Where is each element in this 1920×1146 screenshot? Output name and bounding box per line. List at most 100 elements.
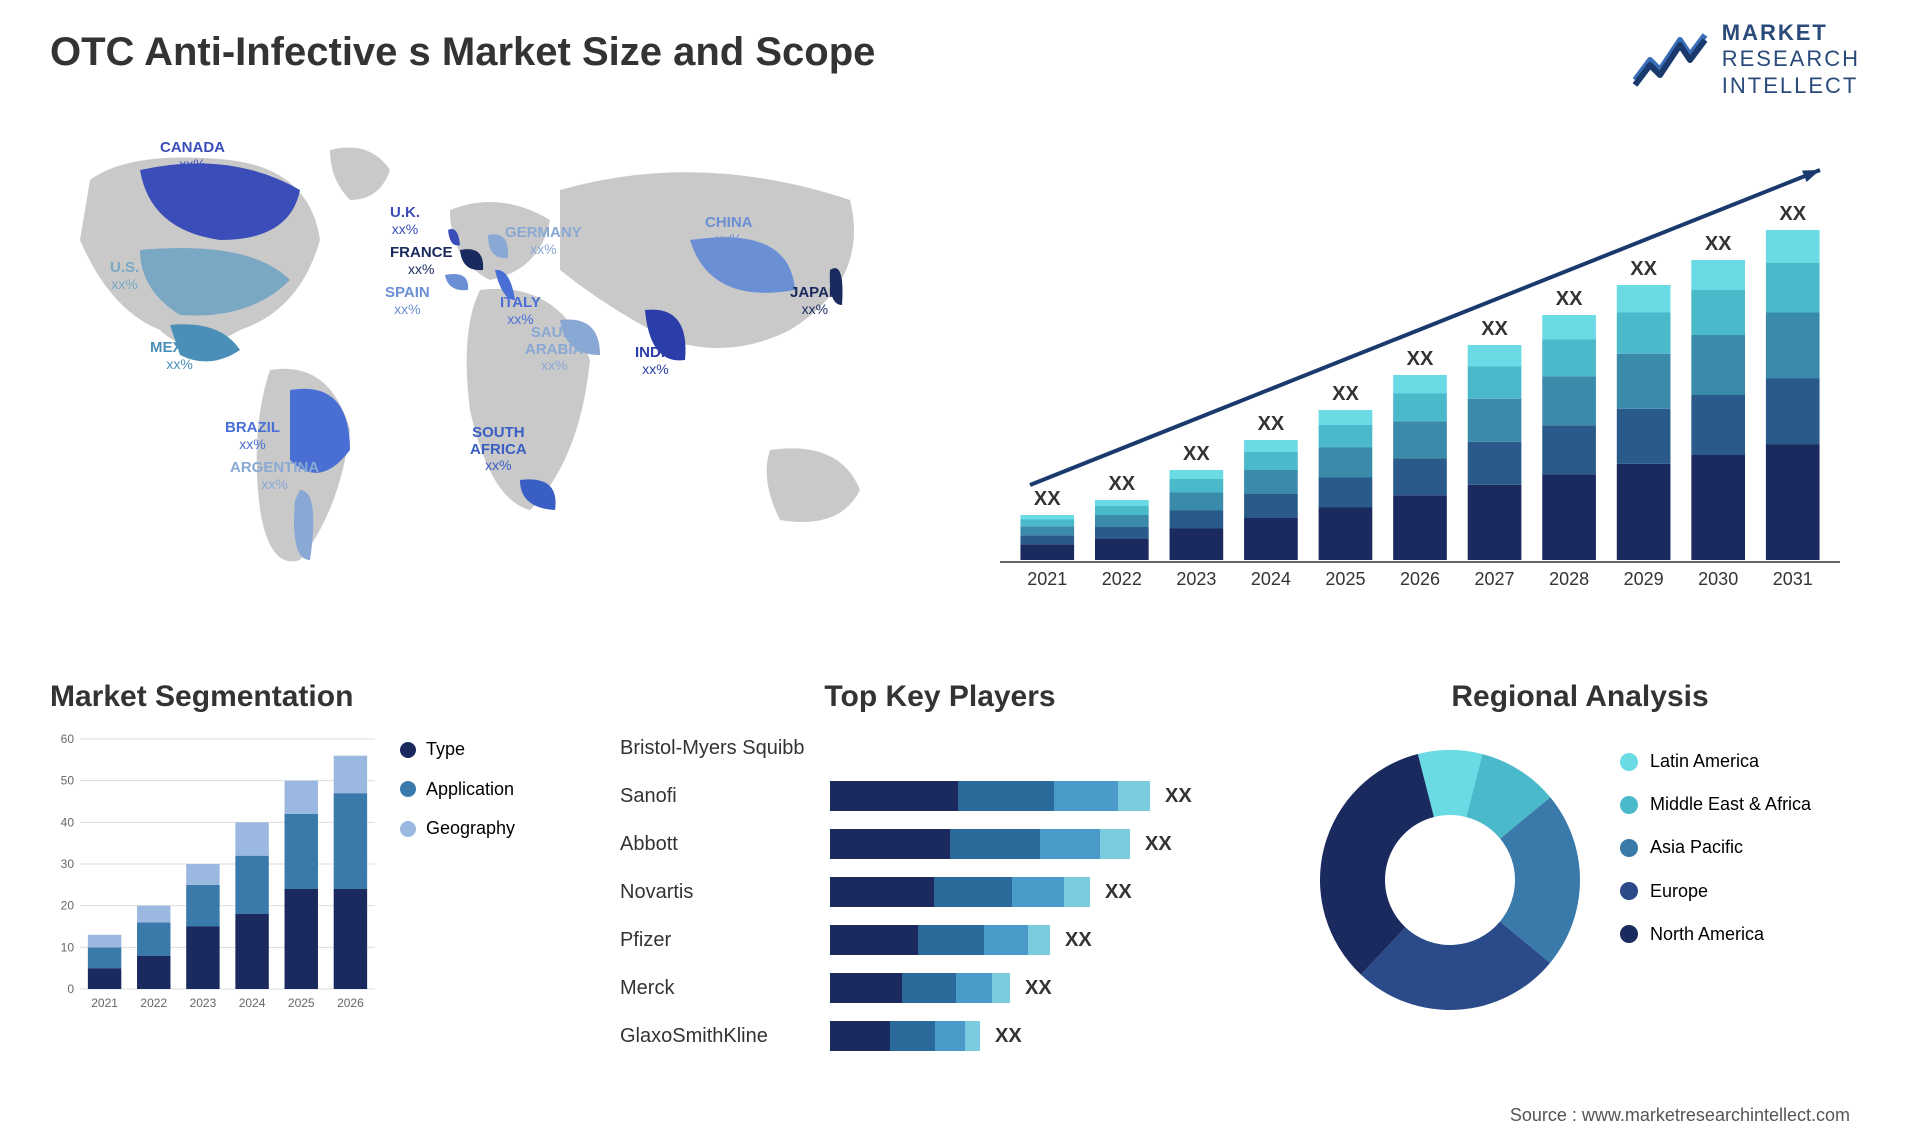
key-player-value: XX <box>1065 929 1092 952</box>
regional-legend-item: Latin America <box>1620 740 1811 783</box>
svg-text:2024: 2024 <box>1251 569 1291 589</box>
svg-text:XX: XX <box>1108 473 1135 495</box>
logo-text-3: INTELLECT <box>1722 73 1860 99</box>
svg-text:2029: 2029 <box>1624 569 1664 589</box>
svg-text:60: 60 <box>61 732 75 746</box>
svg-text:XX: XX <box>1779 203 1806 225</box>
key-player-value: XX <box>1105 881 1132 904</box>
regional-title: Regional Analysis <box>1300 680 1860 714</box>
svg-text:2031: 2031 <box>1773 569 1813 589</box>
key-player-name: GlaxoSmithKline <box>620 1025 830 1048</box>
seg-legend-item: Application <box>400 770 515 810</box>
svg-text:40: 40 <box>61 815 75 829</box>
svg-text:XX: XX <box>1183 443 1210 465</box>
key-player-row: Pfizer XX <box>620 916 1260 964</box>
key-player-name: Pfizer <box>620 929 830 952</box>
svg-text:XX: XX <box>1332 383 1359 405</box>
map-label-brazil: BRAZILxx% <box>225 420 280 453</box>
key-player-value: XX <box>1025 977 1052 1000</box>
world-map: CANADAxx% U.S.xx% MEXICOxx% BRAZILxx% ARGENT… <box>50 130 930 630</box>
segmentation-panel: Market Segmentation 0 10 20 30 40 50 60 2021 202… <box>50 680 550 1024</box>
growth-bar-chart: XX 2021 XX 2022 XX 2023 XX 2024 XX 2025 XX 2026 XX 20… <box>980 140 1850 620</box>
key-player-row: Novartis XX <box>620 868 1260 916</box>
key-player-row: GlaxoSmithKline XX <box>620 1012 1260 1060</box>
svg-text:2026: 2026 <box>1400 569 1440 589</box>
key-player-bar <box>830 1021 980 1051</box>
key-players-list: Bristol-Myers SquibbSanofiXXAbbottXXNova… <box>620 724 1260 1060</box>
logo-text-2: RESEARCH <box>1722 46 1860 72</box>
key-player-value: XX <box>1145 833 1172 856</box>
map-label-france: FRANCExx% <box>390 245 453 278</box>
key-player-row: Merck XX <box>620 964 1260 1012</box>
map-label-japan: JAPANxx% <box>790 285 840 318</box>
svg-text:XX: XX <box>1481 318 1508 340</box>
regional-legend-item: Middle East & Africa <box>1620 783 1811 826</box>
map-label-saudiarabia: SAUDIARABIAxx% <box>525 325 583 375</box>
logo-text-1: MARKET <box>1722 20 1860 46</box>
svg-text:0: 0 <box>67 982 74 996</box>
svg-text:2022: 2022 <box>140 996 167 1010</box>
svg-text:2024: 2024 <box>239 996 266 1010</box>
map-label-spain: SPAINxx% <box>385 285 430 318</box>
svg-text:2025: 2025 <box>288 996 315 1010</box>
key-player-name: Novartis <box>620 881 830 904</box>
map-label-mexico: MEXICOxx% <box>150 340 209 373</box>
map-label-us: U.S.xx% <box>110 260 139 293</box>
regional-panel: Regional Analysis Latin AmericaMiddle Ea… <box>1300 680 1860 714</box>
svg-text:XX: XX <box>1705 233 1732 255</box>
svg-text:XX: XX <box>1630 258 1657 280</box>
key-player-row: Bristol-Myers Squibb <box>620 724 1260 772</box>
key-player-bar <box>830 877 1090 907</box>
key-players-panel: Top Key Players Bristol-Myers Squibb Sano… <box>620 680 1260 1060</box>
map-label-argentina: ARGENTINAxx% <box>230 460 319 493</box>
map-label-canada: CANADAxx% <box>160 140 225 173</box>
key-player-name: Merck <box>620 977 830 1000</box>
map-label-uk: U.K.xx% <box>390 205 420 238</box>
source-text: Source : www.marketresearchintellect.com <box>1510 1105 1850 1126</box>
key-player-bar <box>830 925 1050 955</box>
svg-text:2027: 2027 <box>1475 569 1515 589</box>
key-player-value: XX <box>1165 785 1192 808</box>
svg-text:20: 20 <box>61 899 75 913</box>
svg-text:2030: 2030 <box>1698 569 1738 589</box>
seg-legend-item: Type <box>400 730 515 770</box>
regional-donut <box>1300 730 1600 1030</box>
key-player-name: Abbott <box>620 833 830 856</box>
svg-text:2026: 2026 <box>337 996 364 1010</box>
segmentation-title: Market Segmentation <box>50 680 550 714</box>
svg-text:2021: 2021 <box>1027 569 1067 589</box>
svg-text:2022: 2022 <box>1102 569 1142 589</box>
svg-text:XX: XX <box>1556 288 1583 310</box>
key-player-bar <box>830 781 1150 811</box>
map-label-china: CHINAxx% <box>705 215 753 248</box>
key-player-row: Abbott XX <box>620 820 1260 868</box>
regional-legend: Latin AmericaMiddle East & AfricaAsia Pa… <box>1620 740 1811 956</box>
page-title: OTC Anti-Infective s Market Size and Sco… <box>50 30 875 75</box>
regional-legend-item: Asia Pacific <box>1620 826 1811 869</box>
svg-text:2023: 2023 <box>1176 569 1216 589</box>
svg-text:30: 30 <box>61 857 75 871</box>
map-label-germany: GERMANYxx% <box>505 225 582 258</box>
svg-text:XX: XX <box>1258 413 1285 435</box>
svg-text:2028: 2028 <box>1549 569 1589 589</box>
svg-text:10: 10 <box>61 940 75 954</box>
key-player-name: Sanofi <box>620 785 830 808</box>
key-player-bar <box>830 973 1010 1003</box>
svg-text:2025: 2025 <box>1325 569 1365 589</box>
segmentation-legend: TypeApplicationGeography <box>400 730 515 849</box>
brand-logo: MARKET RESEARCH INTELLECT <box>1630 20 1860 99</box>
map-label-india: INDIAxx% <box>635 345 676 378</box>
svg-text:2021: 2021 <box>91 996 118 1010</box>
map-label-southafrica: SOUTHAFRICAxx% <box>470 425 527 475</box>
key-player-value: XX <box>995 1025 1022 1048</box>
key-player-bar <box>830 829 1130 859</box>
key-players-title: Top Key Players <box>620 680 1260 714</box>
key-player-row: Sanofi XX <box>620 772 1260 820</box>
svg-text:XX: XX <box>1407 348 1434 370</box>
logo-icon <box>1630 30 1710 90</box>
seg-legend-item: Geography <box>400 809 515 849</box>
world-map-svg <box>50 130 930 630</box>
key-player-name: Bristol-Myers Squibb <box>620 737 830 760</box>
regional-legend-item: North America <box>1620 913 1811 956</box>
svg-text:50: 50 <box>61 774 75 788</box>
